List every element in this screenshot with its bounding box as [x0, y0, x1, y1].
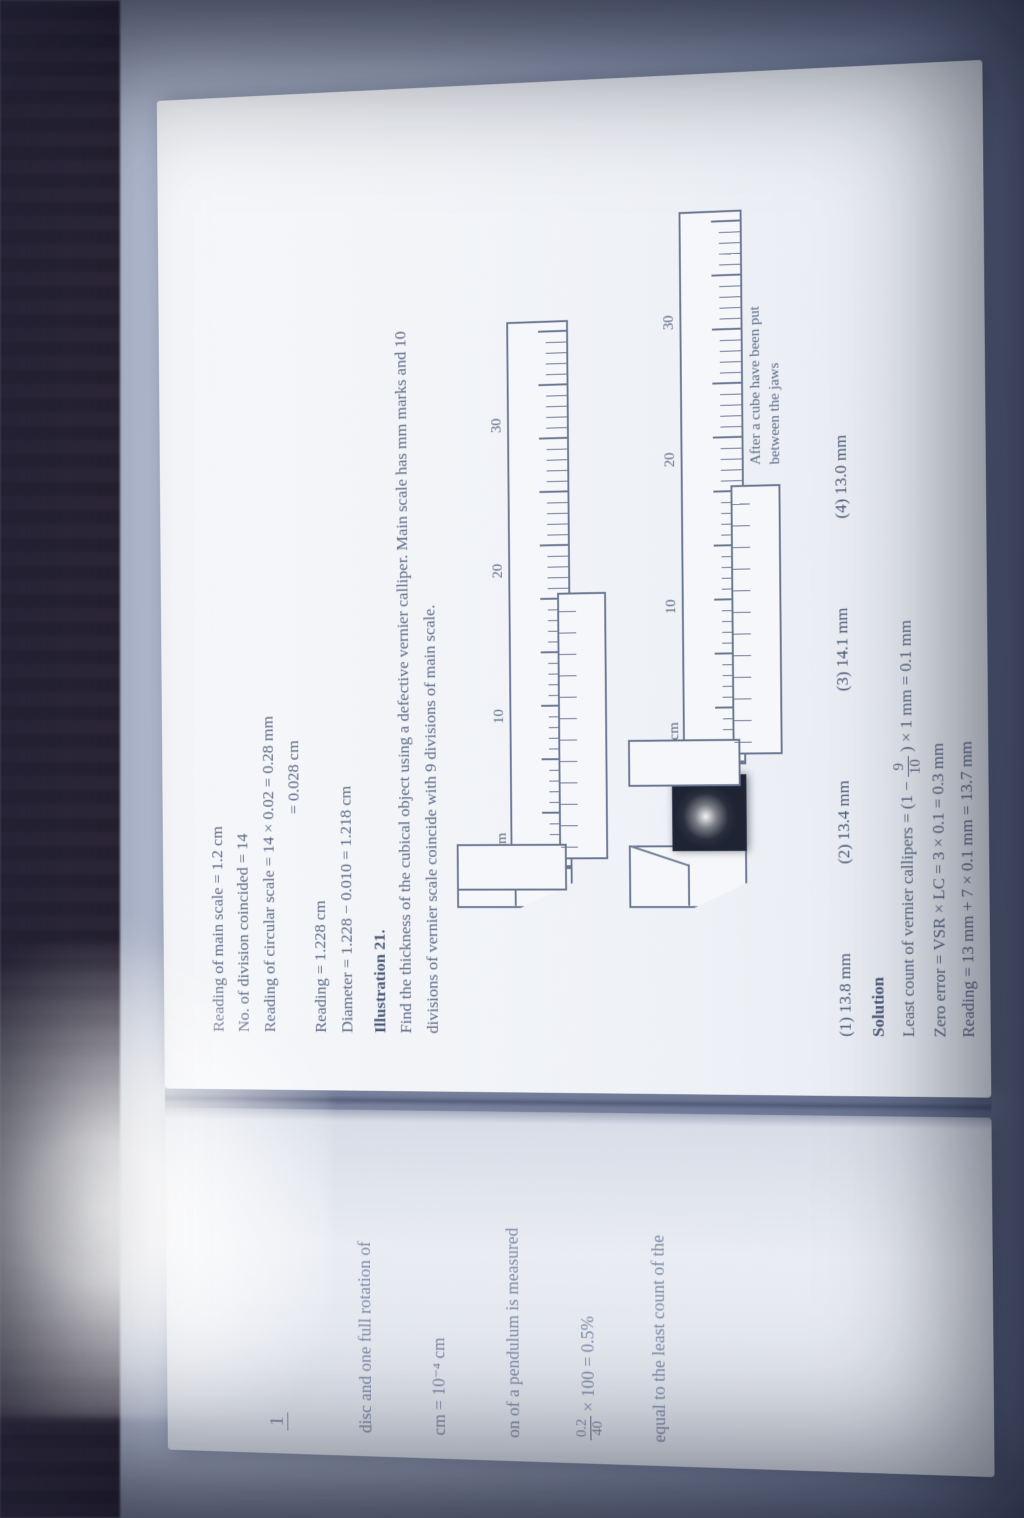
- lp-line: equal to the least count of the: [641, 1141, 676, 1443]
- vernier-scale: [557, 592, 608, 860]
- sliding-jaw: [457, 844, 567, 891]
- vernier-ticks: [733, 497, 752, 743]
- option-2: (2) 13.4 mm: [831, 780, 857, 864]
- scale-number: 20: [660, 452, 682, 467]
- diagram-caption: After a cube have been put between the j…: [746, 305, 785, 465]
- scale-number: 10: [661, 599, 683, 614]
- fixed-jaw: [629, 845, 748, 908]
- problem-block: Illustration 21. Find the thickness of t…: [362, 133, 446, 1033]
- right-page: Reading of main scale = 1.2 cm No. of di…: [157, 60, 991, 1098]
- option-4: (4) 13.0 mm: [828, 435, 854, 519]
- lp-line: disc and one full rotation of: [348, 1137, 382, 1434]
- caliper-diagram-cube: 0 cm 10 20 30: [624, 266, 812, 977]
- scale-number: 30: [487, 418, 509, 433]
- scale-number: 10: [489, 709, 511, 724]
- caliper-diagram-zero: 0 cm 10 20 30: [452, 274, 617, 977]
- solution-block: Solution Least count of vernier calliper…: [859, 108, 982, 1038]
- option-3: (3) 14.1 mm: [830, 607, 856, 691]
- fraction: 9 10: [892, 756, 924, 777]
- right-page-content: Reading of main scale = 1.2 cm No. of di…: [157, 60, 983, 1097]
- fraction: 0.2 40: [575, 1416, 606, 1441]
- illustration-heading: Illustration 21.: [371, 929, 389, 1033]
- open-book: 1 disc and one full rotation of cm = 10⁻…: [132, 38, 1024, 1478]
- lp-line: on of a pendulum is measured: [496, 1139, 530, 1439]
- left-page: 1 disc and one full rotation of cm = 10⁻…: [165, 1108, 994, 1478]
- option-1: (1) 13.8 mm: [833, 953, 859, 1037]
- text-line: Diameter = 1.228 − 0.010 = 1.218 cm: [328, 137, 359, 1033]
- scale-number: 20: [488, 564, 510, 579]
- solution-line: Least count of vernier callipers = (1 − …: [886, 111, 926, 1038]
- frac-top: 1: [265, 1412, 289, 1431]
- sliding-jaw: [628, 739, 741, 787]
- lp-line: 0.2 40 × 100 = 0.5%: [570, 1140, 606, 1441]
- lp-line: cm = 10⁻⁴ cm: [421, 1138, 455, 1436]
- scale-number: 30: [659, 315, 681, 330]
- scene: 1 disc and one full rotation of cm = 10⁻…: [0, 0, 1024, 1518]
- vernier-ticks: [559, 604, 578, 848]
- problem-text: divisions of vernier scale coincide with…: [414, 133, 446, 1033]
- vernier-scale: [731, 484, 783, 755]
- table-edge: [0, 0, 120, 1518]
- rotated-photo-frame: 1 disc and one full rotation of cm = 10⁻…: [0, 247, 1024, 1271]
- solution-line: Reading = 13 mm + 7 × 0.1 mm = 13.7 mm: [948, 108, 982, 1038]
- answer-options: (1) 13.8 mm (2) 13.4 mm (3) 14.1 mm (4) …: [826, 114, 859, 1037]
- left-page-text: 1 disc and one full rotation of cm = 10⁻…: [165, 1108, 676, 1467]
- solution-heading: Solution: [869, 977, 888, 1037]
